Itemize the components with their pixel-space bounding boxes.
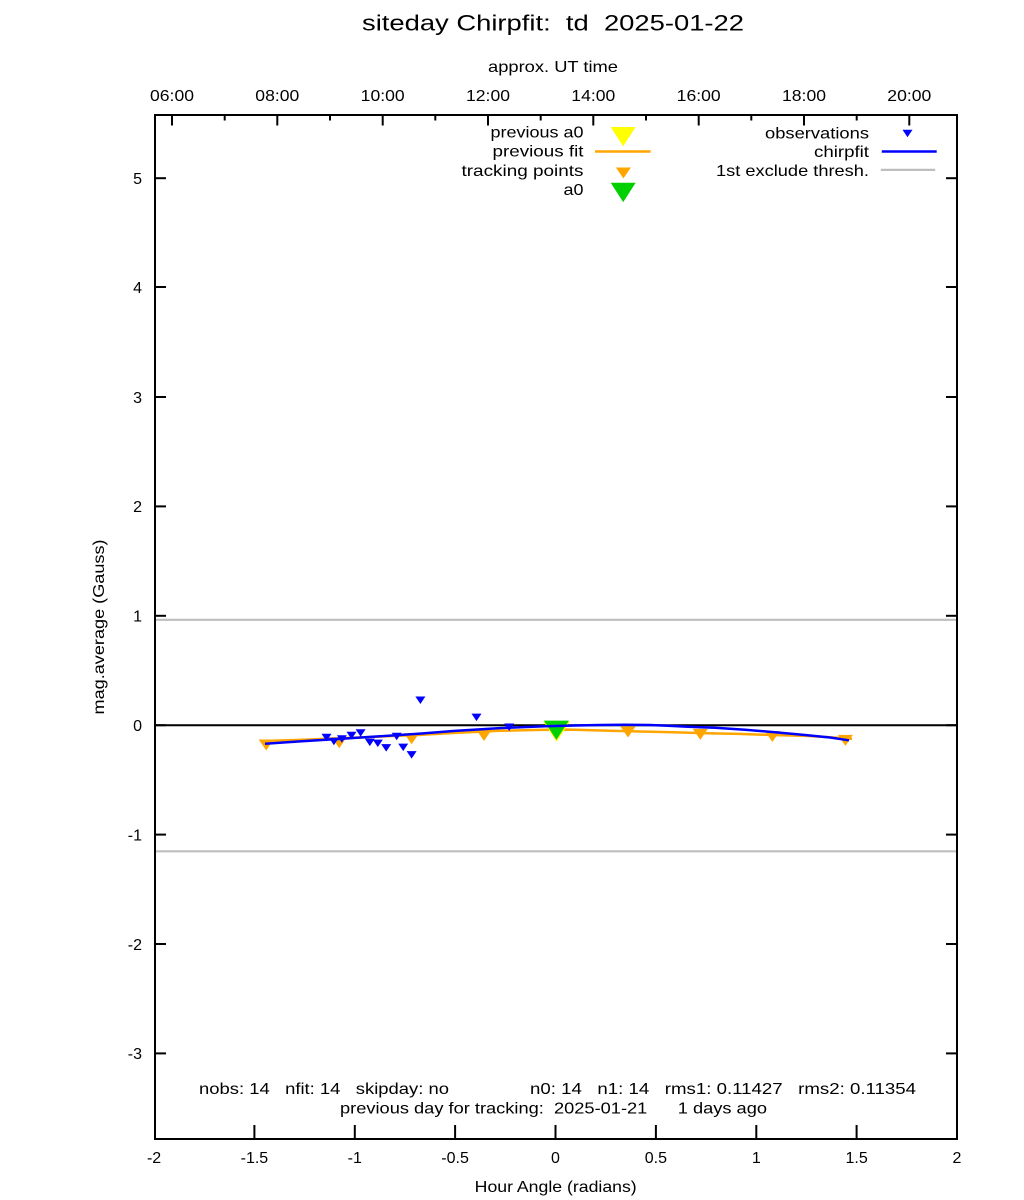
svg-text:-0.5: -0.5: [441, 1150, 469, 1167]
svg-text:10:00: 10:00: [361, 88, 405, 105]
svg-text:-2: -2: [147, 1150, 161, 1167]
svg-text:a0: a0: [564, 182, 584, 199]
svg-text:16:00: 16:00: [677, 88, 721, 105]
svg-text:0: 0: [133, 718, 142, 735]
svg-text:2: 2: [133, 499, 142, 516]
svg-text:previous fit: previous fit: [493, 144, 585, 161]
svg-text:tracking points: tracking points: [462, 163, 584, 180]
svg-text:4: 4: [133, 280, 142, 297]
svg-text:n0: 14 n1: 14 rms1: 0.1142: n0: 14 n1: 14 rms1: 0.11427 rms2: 0.1135…: [530, 1081, 916, 1098]
svg-text:0.5: 0.5: [645, 1150, 667, 1167]
svg-text:1.5: 1.5: [845, 1150, 867, 1167]
svg-text:approx. UT time: approx. UT time: [488, 59, 618, 76]
svg-text:nobs: 14 nfit: 14 skipday:: nobs: 14 nfit: 14 skipday: no: [199, 1081, 449, 1098]
svg-text:chirpfit: chirpfit: [814, 144, 870, 161]
svg-text:Hour Angle (radians): Hour Angle (radians): [475, 1179, 637, 1196]
svg-text:-1: -1: [348, 1150, 362, 1167]
svg-text:previous a0: previous a0: [491, 125, 584, 142]
svg-text:08:00: 08:00: [255, 88, 299, 105]
svg-text:-3: -3: [128, 1046, 142, 1063]
svg-text:-1: -1: [128, 827, 142, 844]
svg-text:previous day for tracking: 20: previous day for tracking: 2025-01-21 1 …: [340, 1101, 767, 1118]
svg-text:1st exclude thresh.: 1st exclude thresh.: [716, 163, 869, 180]
svg-text:12:00: 12:00: [466, 88, 510, 105]
svg-text:5: 5: [133, 171, 142, 188]
svg-text:-2: -2: [128, 937, 142, 954]
svg-text:siteday Chirpfit: td 2025-01: siteday Chirpfit: td 2025-01-22: [362, 11, 744, 36]
svg-text:mag.average (Gauss): mag.average (Gauss): [91, 540, 108, 715]
svg-text:14:00: 14:00: [571, 88, 615, 105]
svg-text:20:00: 20:00: [887, 88, 931, 105]
svg-text:0: 0: [551, 1150, 560, 1167]
svg-text:1: 1: [752, 1150, 761, 1167]
svg-text:-1.5: -1.5: [241, 1150, 269, 1167]
svg-text:3: 3: [133, 390, 142, 407]
svg-text:1: 1: [133, 609, 142, 626]
svg-text:2: 2: [953, 1150, 962, 1167]
svg-text:18:00: 18:00: [782, 88, 826, 105]
svg-text:observations: observations: [765, 126, 869, 143]
svg-text:06:00: 06:00: [150, 88, 194, 105]
